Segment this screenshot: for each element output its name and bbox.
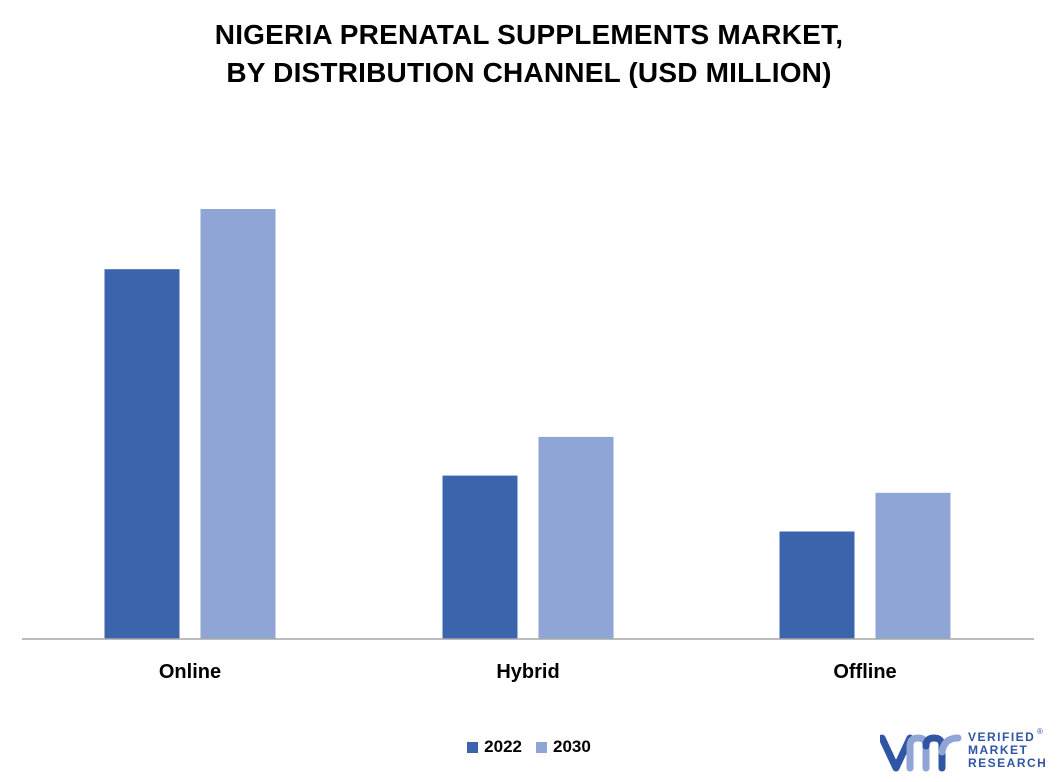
logo-line-verified: VERIFIED <box>968 730 1036 744</box>
bar-offline-2022 <box>779 531 855 639</box>
legend: 2022 2030 <box>0 737 1058 757</box>
bar-online-2022 <box>104 269 180 639</box>
legend-item-2022: 2022 <box>467 737 522 757</box>
bar-online-2030 <box>200 209 276 639</box>
bar-hybrid-2030 <box>538 436 614 639</box>
vmr-logo-mark-icon <box>880 734 962 772</box>
legend-item-2030: 2030 <box>536 737 591 757</box>
category-label-offline: Offline <box>833 661 896 683</box>
legend-label-2030: 2030 <box>553 737 591 756</box>
chart-title-line-1: NIGERIA PRENATAL SUPPLEMENTS MARKET, <box>214 19 844 50</box>
legend-swatch-2022 <box>467 741 479 753</box>
category-label-online: Online <box>159 661 221 683</box>
category-labels: Online Hybrid Offline <box>159 661 897 683</box>
logo-line-market: MARKET <box>968 743 1029 757</box>
chart-title: NIGERIA PRENATAL SUPPLEMENTS MARKET, BY … <box>0 16 1058 92</box>
logo-line-research: RESEARCH <box>968 756 1048 770</box>
bar-hybrid-2022 <box>442 475 518 639</box>
legend-swatch-2030 <box>536 741 547 753</box>
vmr-logo: VERIFIED MARKET RESEARCH ® <box>880 727 1050 776</box>
bar-offline-2030 <box>875 492 951 639</box>
category-label-hybrid: Hybrid <box>496 661 559 683</box>
bars-layer <box>104 209 951 639</box>
registered-mark: ® <box>1037 727 1043 736</box>
legend-label-2022: 2022 <box>484 737 522 756</box>
chart-title-line-2: BY DISTRIBUTION CHANNEL (USD MILLION) <box>226 57 832 88</box>
vmr-logo-text: VERIFIED MARKET RESEARCH <box>968 731 1047 770</box>
